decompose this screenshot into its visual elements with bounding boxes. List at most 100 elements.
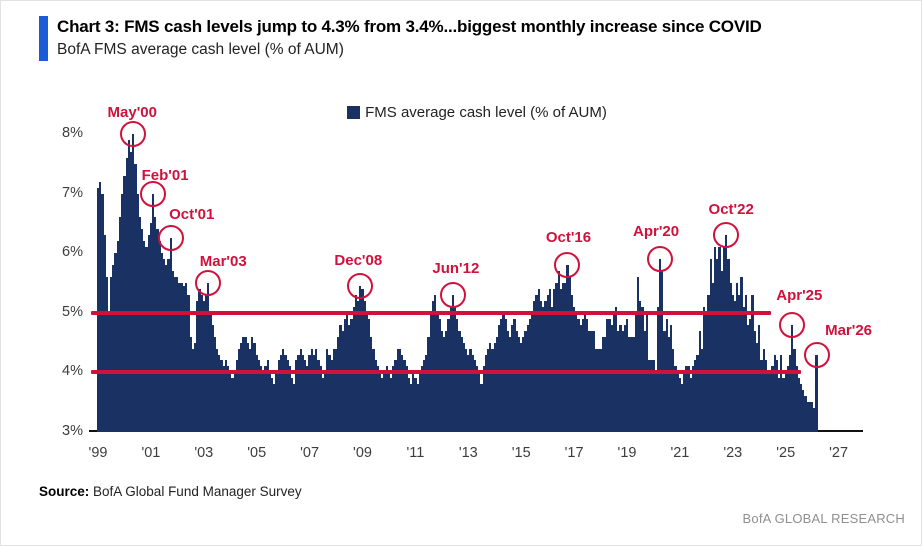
cash-level-bar <box>310 348 313 432</box>
cash-level-bar <box>418 372 421 432</box>
cash-level-bar <box>610 324 613 432</box>
cash-level-bar <box>396 348 399 432</box>
cash-level-bar <box>423 360 426 432</box>
x-axis-tick-label: '17 <box>564 445 584 461</box>
cash-level-bar <box>636 277 640 432</box>
cash-level-bar <box>337 336 340 432</box>
cash-level-bar <box>674 366 677 432</box>
cash-level-bar <box>667 336 671 432</box>
source-note: Source: BofA Global Fund Manager Survey <box>39 484 302 499</box>
annotation-label-jun12: Jun'12 <box>432 259 480 277</box>
cash-level-bar <box>486 348 490 432</box>
cash-level-bar <box>714 247 717 432</box>
cash-level-bar <box>299 348 302 432</box>
cash-level-bar <box>608 318 611 432</box>
cash-level-bar <box>154 217 157 432</box>
cash-level-bar <box>204 294 208 432</box>
cash-level-bar <box>672 348 675 432</box>
x-axis-tick-label: '15 <box>511 445 531 461</box>
cash-level-bar <box>630 336 633 432</box>
cash-level-bar <box>334 348 338 432</box>
annotation-label-mar26: Mar'26 <box>825 321 873 339</box>
cash-level-bar <box>191 348 194 432</box>
cash-level-bar <box>306 366 309 432</box>
cash-level-bar <box>264 366 267 432</box>
cash-level-bar <box>224 360 227 432</box>
annotation-label-oct16: Oct'16 <box>545 229 592 247</box>
cash-level-bar <box>491 348 494 432</box>
x-axis-tick-label: '25 <box>776 445 796 461</box>
cash-level-bar <box>533 300 536 432</box>
cash-level-bar <box>656 306 659 432</box>
cash-level-bar <box>372 348 375 432</box>
cash-level-bar <box>412 372 415 432</box>
cash-level-bar <box>577 318 580 432</box>
cash-level-bar <box>202 300 205 432</box>
cash-level-bar <box>769 372 772 432</box>
cash-level-bar <box>643 330 646 432</box>
cash-level-bar <box>526 324 529 432</box>
cash-level-bar <box>557 271 560 432</box>
annotation-circle-oct22 <box>713 222 740 249</box>
cash-level-bar <box>702 306 706 432</box>
cash-level-bar <box>614 306 618 432</box>
cash-level-bar <box>447 318 450 432</box>
cash-level-bar <box>240 342 243 432</box>
cash-level-bar <box>797 378 801 432</box>
cash-level-bar <box>317 360 320 432</box>
cash-level-bar <box>727 259 730 432</box>
cash-level-bar <box>471 354 474 432</box>
cash-level-bar <box>147 235 150 432</box>
cash-level-bar <box>694 360 697 432</box>
cash-level-bar <box>594 348 598 432</box>
cash-level-bar <box>504 318 507 432</box>
cash-level-bar <box>103 235 106 432</box>
cash-level-bar <box>398 348 402 432</box>
cash-level-bar <box>592 330 596 432</box>
y-axis-tick-label: 5% <box>62 303 83 320</box>
cash-level-bar <box>744 294 748 432</box>
cash-level-bar <box>431 300 435 432</box>
cash-level-bar <box>319 366 322 432</box>
cash-level-bar <box>599 348 602 432</box>
cash-level-bar <box>621 330 624 432</box>
cash-level-bar <box>685 366 688 432</box>
cash-level-bar <box>288 366 291 432</box>
annotation-circle-jun12 <box>439 281 466 308</box>
cash-level-bar <box>478 372 481 432</box>
cash-level-bar <box>680 384 684 432</box>
cash-level-bar <box>237 348 241 432</box>
cash-level-bar <box>127 139 130 432</box>
cash-level-bar <box>427 336 430 432</box>
annotation-circle-apr25 <box>779 311 806 338</box>
cash-level-bar <box>696 354 699 432</box>
cash-level-bar <box>738 294 741 432</box>
cash-level-bar <box>323 372 327 432</box>
x-axis-tick-label: '01 <box>141 445 161 461</box>
cash-level-bar <box>185 283 188 432</box>
cash-level-bar <box>182 285 186 432</box>
cash-level-bar <box>251 336 254 432</box>
cash-level-bar <box>215 348 219 432</box>
cash-level-bar <box>297 354 300 432</box>
cash-level-bar <box>229 372 232 432</box>
annotation-circle-dec08 <box>347 272 374 299</box>
cash-level-bar <box>167 259 170 432</box>
cash-level-bar <box>544 300 547 432</box>
cash-level-bar <box>198 288 201 432</box>
cash-level-bar <box>520 342 523 432</box>
cash-level-bar <box>751 294 754 432</box>
cash-level-bar <box>125 157 128 432</box>
annotation-circle-may00 <box>120 121 147 147</box>
cash-level-bar <box>590 330 593 432</box>
cash-level-bar <box>522 336 525 432</box>
cash-level-bar <box>603 336 607 432</box>
cash-level-bar <box>654 372 657 432</box>
cash-level-bar <box>262 372 265 432</box>
cash-level-bar <box>257 360 261 432</box>
cash-level-bar <box>716 259 719 432</box>
annotation-circle-oct16 <box>554 252 581 279</box>
cash-level-bar <box>370 336 373 432</box>
bofa-global-research-watermark: BofA GLOBAL RESEARCH <box>742 511 905 526</box>
cash-level-bar <box>528 318 532 432</box>
